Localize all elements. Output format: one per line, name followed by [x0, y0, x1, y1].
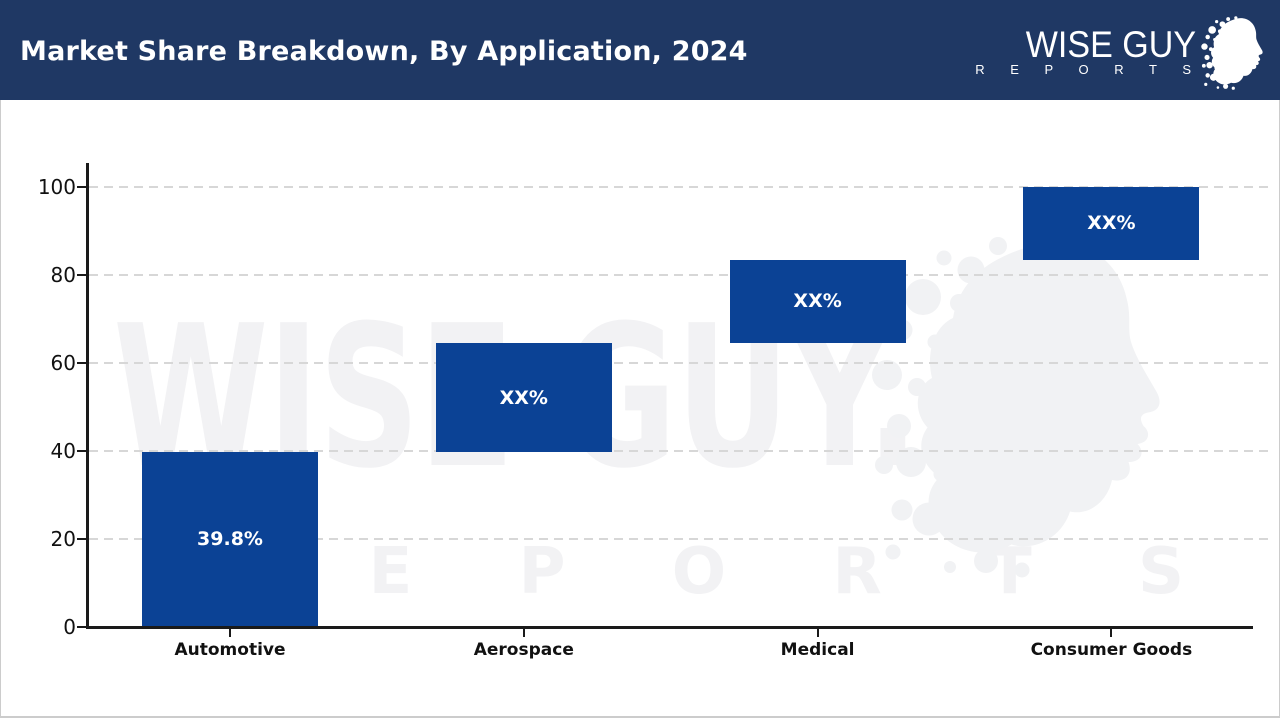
wise-guy-logo: WISE GUY R E P O R T S	[975, 4, 1268, 96]
page-title: Market Share Breakdown, By Application, …	[20, 36, 748, 67]
watermark-wordmark: WISE GUY.	[113, 284, 920, 512]
watermark-face-profile-icon	[872, 232, 1160, 578]
logo-face-profile-icon	[1201, 16, 1263, 90]
logo-subtitle: R E P O R T S	[975, 62, 1202, 77]
logo-wordmark: WISE GUY	[1025, 24, 1196, 65]
chart-card: WISE GUY. R E P O R T S	[0, 100, 1280, 718]
header-bar: Market Share Breakdown, By Application, …	[0, 0, 1280, 100]
